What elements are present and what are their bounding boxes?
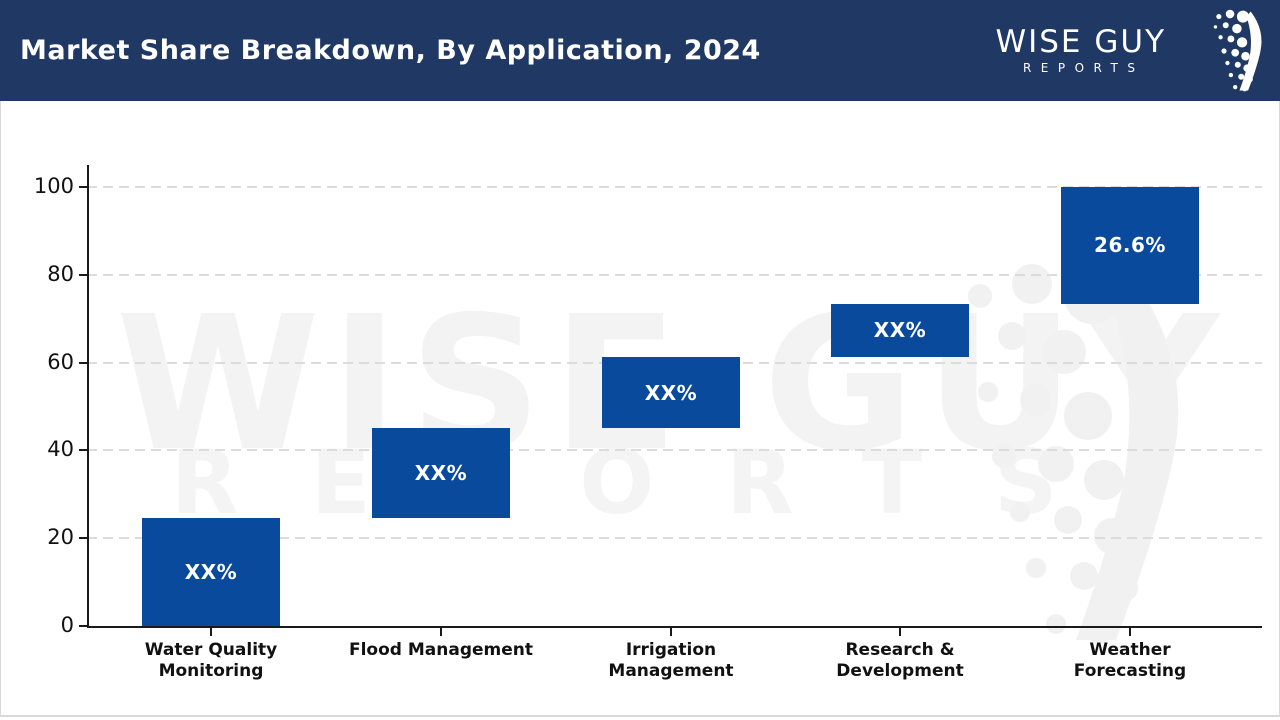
brand-subtitle: REPORTS xyxy=(1022,60,1145,75)
bar: XX% xyxy=(831,303,969,357)
bar-value-label: XX% xyxy=(873,318,927,343)
y-axis-tick xyxy=(79,186,87,188)
bar-value-label: XX% xyxy=(644,380,698,405)
gridline xyxy=(87,449,1262,452)
x-axis-tick xyxy=(670,628,672,636)
y-axis xyxy=(87,165,89,628)
gridline xyxy=(87,186,1262,188)
header-bar: Market Share Breakdown, By Application, … xyxy=(0,0,1280,101)
y-tick-label: 100 xyxy=(33,174,74,198)
x-axis-tick xyxy=(210,628,212,636)
y-tick-label: 0 xyxy=(60,613,74,637)
brand-logo: WISE GUY REPORTS xyxy=(995,8,1280,94)
y-tick-label: 40 xyxy=(47,437,74,462)
brand-face-dots-icon xyxy=(1213,9,1262,91)
y-axis-tick xyxy=(79,361,87,364)
x-category-label: Irrigation Management xyxy=(608,640,734,681)
bar-value-label: XX% xyxy=(414,461,468,486)
y-tick-label: 80 xyxy=(47,261,74,286)
bar: XX% xyxy=(142,518,280,626)
brand-wordmark: WISE GUY REPORTS xyxy=(995,26,1166,76)
y-axis-tick xyxy=(79,625,87,627)
x-category-label: Water Quality Monitoring xyxy=(144,640,278,681)
x-axis-tick xyxy=(899,628,901,636)
brand-name: WISE GUY xyxy=(995,23,1166,60)
y-axis-tick xyxy=(79,449,87,452)
bar-value-label: XX% xyxy=(184,560,238,585)
watermark-text-line2: REPORTS xyxy=(171,431,1130,534)
y-axis-tick xyxy=(79,537,87,540)
gridline xyxy=(87,537,1262,540)
x-category-label: Flood Management xyxy=(348,640,534,660)
bar: XX% xyxy=(372,428,510,519)
bar-value-label: 26.6% xyxy=(1094,233,1166,258)
x-category-label: Research & Development xyxy=(836,640,964,681)
y-axis-tick xyxy=(79,273,87,276)
x-axis xyxy=(87,626,1262,628)
y-tick-label: 20 xyxy=(47,525,74,550)
x-category-label: Weather Forecasting xyxy=(1073,640,1187,681)
gridline xyxy=(87,273,1262,276)
x-axis-tick xyxy=(1129,628,1131,636)
bar: XX% xyxy=(602,356,740,429)
page-title: Market Share Breakdown, By Application, … xyxy=(20,35,761,66)
y-tick-label: 60 xyxy=(47,349,74,374)
x-axis-tick xyxy=(440,628,442,636)
bar: 26.6% xyxy=(1061,187,1199,304)
